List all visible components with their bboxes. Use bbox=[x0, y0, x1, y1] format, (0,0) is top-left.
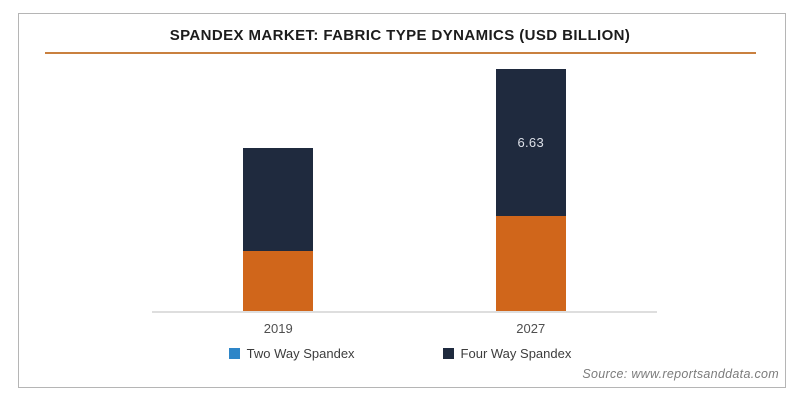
plot-area: 6.63 bbox=[152, 68, 657, 313]
legend-label-four-way-spandex: Four Way Spandex bbox=[460, 346, 572, 361]
data-label-four-way-spandex-2027: 6.63 bbox=[517, 135, 544, 151]
legend-swatch-four-way-spandex bbox=[442, 348, 454, 359]
title-underline bbox=[45, 52, 756, 54]
chart-frame bbox=[18, 13, 786, 388]
bar-segment-four-way-spandex-2027: 6.63 bbox=[495, 69, 566, 216]
legend: Two Way Spandex Four Way Spandex bbox=[18, 346, 782, 361]
x-tick-label-2027: 2027 bbox=[516, 321, 546, 336]
chart-title: SPANDEX MARKET: FABRIC TYPE DYNAMICS (US… bbox=[169, 27, 631, 44]
legend-item-two-way-spandex: Two Way Spandex bbox=[228, 346, 355, 361]
legend-swatch-two-way-spandex bbox=[228, 348, 240, 359]
bar-2027: 6.63 bbox=[495, 69, 566, 311]
legend-label-two-way-spandex: Two Way Spandex bbox=[246, 346, 355, 361]
x-tick-label-2019: 2019 bbox=[263, 321, 293, 336]
bar-segment-four-way-spandex-2019 bbox=[243, 147, 314, 251]
legend-item-four-way-spandex: Four Way Spandex bbox=[442, 346, 572, 361]
bar-segment-two-way-spandex-2019 bbox=[243, 250, 314, 311]
bar-2019 bbox=[243, 147, 314, 311]
source-credit: Source: www.reportsanddata.com bbox=[582, 367, 779, 381]
x-axis-labels: 2019 2027 bbox=[152, 321, 657, 337]
bar-segment-two-way-spandex-2027 bbox=[495, 215, 566, 311]
